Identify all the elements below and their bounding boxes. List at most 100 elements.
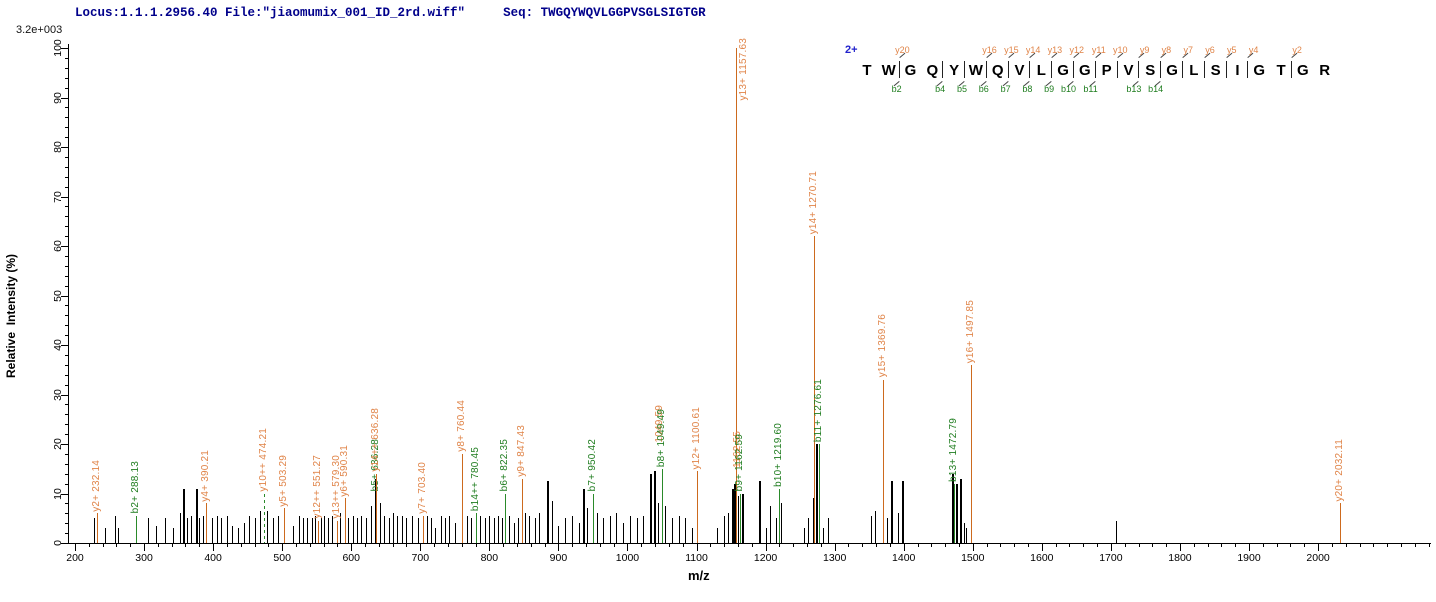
x-tick [779, 544, 781, 547]
x-tick [1276, 544, 1278, 547]
residue-cell: R [1317, 46, 1339, 98]
fragment-label: b6+ 822.35 [498, 439, 510, 492]
x-tick [1028, 544, 1030, 547]
x-tick [337, 544, 339, 547]
residue-letter: T [1276, 62, 1286, 79]
x-tick-label: 1900 [1237, 552, 1261, 564]
peak [211, 518, 213, 543]
y-tick [61, 543, 68, 544]
fragment-peak [206, 503, 208, 543]
peak [724, 515, 726, 543]
cleavage-bar [1051, 61, 1053, 78]
x-tick-label: 2000 [1306, 552, 1330, 564]
peak [441, 515, 443, 543]
fragment-peak [522, 478, 524, 543]
peak [298, 515, 300, 543]
peak [558, 525, 560, 543]
x-tick [392, 544, 394, 547]
y-tick [65, 117, 68, 119]
fragment-peak [814, 236, 816, 543]
peak [402, 515, 404, 543]
y-tick [61, 493, 68, 495]
x-tick [1262, 544, 1264, 547]
b-ion-mark: b10 [1060, 84, 1076, 94]
x-tick [1124, 544, 1126, 547]
fragment-peak [736, 48, 738, 543]
peak [278, 515, 280, 543]
peak [435, 528, 437, 543]
x-tick [530, 544, 532, 547]
peak [179, 513, 181, 543]
residue-cell: G [1251, 46, 1273, 98]
peak [302, 518, 304, 543]
peak [637, 518, 639, 543]
y-ion-mark: y2 [1292, 45, 1302, 55]
peak [431, 518, 433, 543]
x-tick [185, 544, 187, 547]
peak [770, 505, 772, 543]
peak [808, 518, 810, 543]
peak [565, 518, 567, 543]
peak [579, 523, 581, 543]
fragment-peak [779, 488, 781, 543]
x-tick [834, 544, 836, 551]
x-tick [751, 544, 753, 547]
peak [623, 523, 625, 543]
cleavage-bar [1116, 61, 1118, 78]
fragment-label: y10++ 474.21 [258, 427, 270, 492]
peak [1115, 520, 1117, 543]
fragment-label: b13+ 1472.79 [947, 417, 959, 482]
cleavage-bar [1007, 61, 1009, 78]
x-tick [102, 544, 104, 547]
x-tick [1318, 544, 1320, 551]
peak [758, 481, 761, 543]
fragment-label: y14+ 1270.71 [808, 170, 820, 235]
peak [471, 518, 473, 543]
x-tick [1331, 544, 1333, 547]
b-ion-mark: b13 [1126, 84, 1142, 94]
peak [642, 515, 644, 543]
peak [616, 513, 618, 543]
x-tick [558, 544, 560, 551]
x-tick-label: 800 [480, 552, 499, 564]
y-ion-mark: y13 [1047, 45, 1063, 55]
b-ion-mark: b5 [956, 84, 967, 94]
x-tick [696, 544, 698, 551]
b-ion-mark: b8 [1022, 84, 1033, 94]
peak [489, 515, 491, 543]
fragment-label: b14++ 780.45 [469, 447, 481, 512]
x-tick [1166, 544, 1168, 547]
fragment-label: b7+ 950.42 [587, 439, 599, 492]
peak [388, 518, 390, 543]
x-tick [876, 544, 878, 547]
x-tick [627, 544, 629, 551]
cleavage-bar [1138, 61, 1140, 78]
peak [445, 518, 447, 543]
x-tick-label: 200 [66, 552, 84, 564]
x-tick [1083, 544, 1085, 547]
y-ion-mark: y14 [1025, 45, 1041, 55]
y-tick [65, 523, 68, 525]
x-tick [171, 544, 173, 547]
fragment-label: b10+ 1219.60 [773, 422, 785, 487]
peak [147, 518, 149, 543]
peak [597, 513, 599, 543]
y-tick [65, 166, 68, 168]
y-tick [65, 483, 68, 485]
x-tick [641, 544, 643, 547]
cleavage-bar [1072, 61, 1074, 78]
y-tick [65, 315, 68, 317]
peak [965, 528, 967, 543]
y-tick [65, 354, 68, 356]
x-tick-label: 1000 [615, 552, 640, 564]
seq-label: Seq: [503, 6, 534, 20]
fragment-peak [336, 520, 338, 543]
peak [609, 515, 611, 543]
peak [952, 473, 955, 543]
peak [587, 508, 589, 543]
residue-letter: Y [949, 62, 960, 79]
b-ion-mark: b4 [935, 84, 946, 94]
fragment-label: y5+ 503.29 [278, 454, 290, 507]
